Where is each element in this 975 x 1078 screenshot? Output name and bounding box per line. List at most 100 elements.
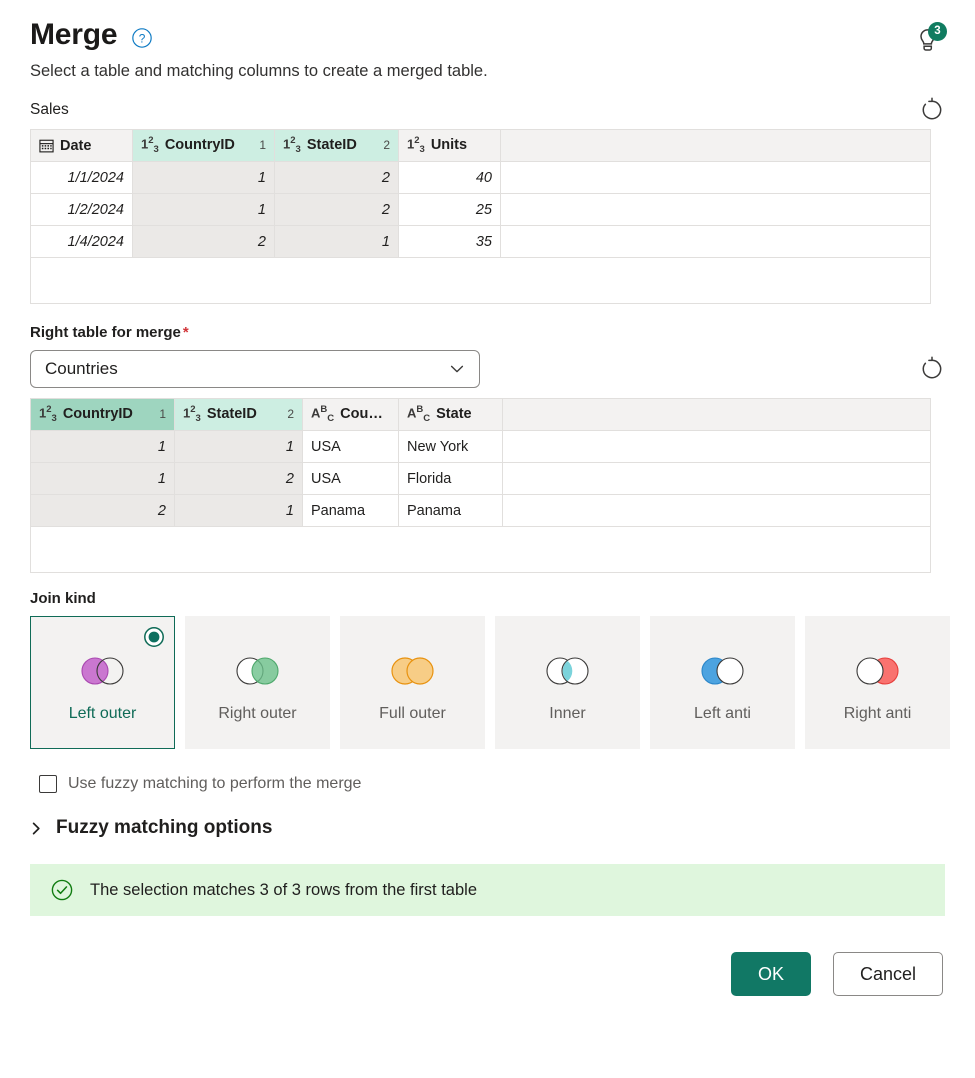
column-header-stateid[interactable]: 123 StateID 2 [274, 129, 399, 162]
refresh-icon-right[interactable] [919, 356, 945, 382]
column-header-date[interactable]: Date [30, 129, 133, 162]
join-option-label: Left outer [68, 705, 137, 722]
join-option-left-anti[interactable]: Left anti [650, 616, 795, 749]
cell-filler [502, 462, 931, 495]
column-match-order: 2 [383, 138, 390, 153]
column-name: State [436, 406, 472, 423]
cell-date: 1/2/2024 [30, 193, 133, 226]
cell-filler [500, 161, 931, 194]
join-option-label: Right outer [218, 705, 297, 722]
question-circle-icon[interactable]: ? [131, 27, 153, 49]
column-name: Date [60, 137, 92, 154]
cell-filler [502, 494, 931, 527]
radio-selected-icon[interactable] [143, 626, 165, 648]
cell-countryid: 1 [30, 430, 175, 463]
refresh-icon-left[interactable] [919, 97, 945, 123]
join-option-label: Inner [549, 705, 586, 722]
dialog-footer: OK Cancel [0, 916, 975, 996]
table-empty-space [30, 257, 931, 304]
fuzzy-matching-checkbox[interactable] [39, 775, 57, 793]
column-header-country[interactable]: ABC Country [302, 398, 399, 431]
right-table-label: Right table for merge * [0, 324, 975, 341]
venn-inner-icon [545, 657, 589, 685]
column-name: StateID [306, 137, 357, 154]
number-icon: 123 [39, 404, 57, 425]
left-table-header-row: Sales [0, 81, 975, 129]
cell-state: Panama [398, 494, 503, 527]
column-header-stateid[interactable]: 123 StateID 2 [174, 398, 303, 431]
venn-left-outer-icon [80, 657, 124, 685]
status-message: The selection matches 3 of 3 rows from t… [30, 864, 945, 916]
join-option-right-outer[interactable]: Right outer [185, 616, 330, 749]
cell-countryid: 1 [132, 193, 275, 226]
fuzzy-matching-options-expander[interactable]: Fuzzy matching options [0, 793, 975, 839]
cell-stateid: 1 [174, 430, 303, 463]
join-option-right-anti[interactable]: Right anti [805, 616, 950, 749]
cell-date: 1/1/2024 [30, 161, 133, 194]
table-row[interactable]: 2 1 Panama Panama [30, 494, 931, 527]
cell-date: 1/4/2024 [30, 225, 133, 258]
left-table-header: Date 123 CountryID 1 123 StateID 2 [30, 129, 931, 162]
feedback-badge: 3 [928, 22, 947, 41]
text-icon: ABC [311, 404, 335, 425]
cell-countryid: 2 [132, 225, 275, 258]
chevron-down-icon [450, 365, 464, 373]
join-option-label: Right anti [843, 705, 912, 722]
venn-right-anti-icon [855, 657, 899, 685]
number-icon: 123 [407, 135, 425, 156]
column-header-units[interactable]: 123 Units [398, 129, 501, 162]
dialog-header: Merge ? [0, 0, 975, 52]
right-table-label-text: Right table for merge [30, 324, 181, 341]
join-option-inner[interactable]: Inner [495, 616, 640, 749]
right-table-field: Right table for merge * Countries [0, 304, 975, 388]
cancel-button[interactable]: Cancel [833, 952, 943, 996]
status-message-text: The selection matches 3 of 3 rows from t… [90, 880, 478, 899]
cell-state: Florida [398, 462, 503, 495]
join-kind-label: Join kind [30, 590, 96, 607]
right-table-preview[interactable]: 123 CountryID 1 123 StateID 2 ABC Co [30, 398, 931, 573]
date-icon [39, 139, 54, 153]
column-match-order: 1 [259, 138, 266, 153]
left-table-preview[interactable]: Date 123 CountryID 1 123 StateID 2 [30, 129, 931, 304]
column-name: StateID [206, 406, 257, 423]
lightbulb-icon[interactable]: 3 [907, 22, 949, 58]
column-name: CountryID [164, 137, 235, 154]
join-kind-options: Left outer Right outer Full outer Inner [0, 616, 975, 749]
join-option-left-outer[interactable]: Left outer [30, 616, 175, 749]
right-table-selected-value: Countries [45, 359, 118, 378]
cell-stateid: 2 [274, 161, 399, 194]
required-marker: * [182, 324, 189, 341]
right-table-header: 123 CountryID 1 123 StateID 2 ABC Co [30, 398, 931, 431]
fuzzy-matching-checkbox-label: Use fuzzy matching to perform the merge [68, 775, 362, 792]
column-name: CountryID [62, 406, 133, 423]
table-row[interactable]: 1/2/2024 1 2 25 [30, 193, 931, 226]
table-empty-space [30, 526, 931, 573]
number-icon: 123 [183, 404, 201, 425]
join-option-label: Left anti [694, 705, 751, 722]
text-icon: ABC [407, 404, 431, 425]
table-row[interactable]: 1 1 USA New York [30, 430, 931, 463]
column-header-state[interactable]: ABC State [398, 398, 503, 431]
cell-countryid: 1 [30, 462, 175, 495]
cell-stateid: 2 [174, 462, 303, 495]
right-table-select-row: Countries [0, 341, 975, 388]
column-header-countryid[interactable]: 123 CountryID 1 [132, 129, 275, 162]
ok-button[interactable]: OK [731, 952, 811, 996]
cell-stateid: 1 [174, 494, 303, 527]
table-row[interactable]: 1/1/2024 1 2 40 [30, 161, 931, 194]
column-match-order: 1 [159, 407, 166, 422]
table-row[interactable]: 1/4/2024 2 1 35 [30, 225, 931, 258]
right-table-dropdown[interactable]: Countries [30, 350, 480, 388]
column-header-countryid[interactable]: 123 CountryID 1 [30, 398, 175, 431]
cell-countryid: 1 [132, 161, 275, 194]
join-option-full-outer[interactable]: Full outer [340, 616, 485, 749]
venn-left-anti-icon [700, 657, 744, 685]
fuzzy-matching-checkbox-row[interactable]: Use fuzzy matching to perform the merge [0, 749, 975, 793]
left-table-label: Sales [30, 101, 69, 118]
table-row[interactable]: 1 2 USA Florida [30, 462, 931, 495]
cell-units: 35 [398, 225, 501, 258]
dialog-subtitle: Select a table and matching columns to c… [30, 62, 488, 80]
page-title: Merge [30, 18, 118, 51]
column-match-order: 2 [287, 407, 294, 422]
